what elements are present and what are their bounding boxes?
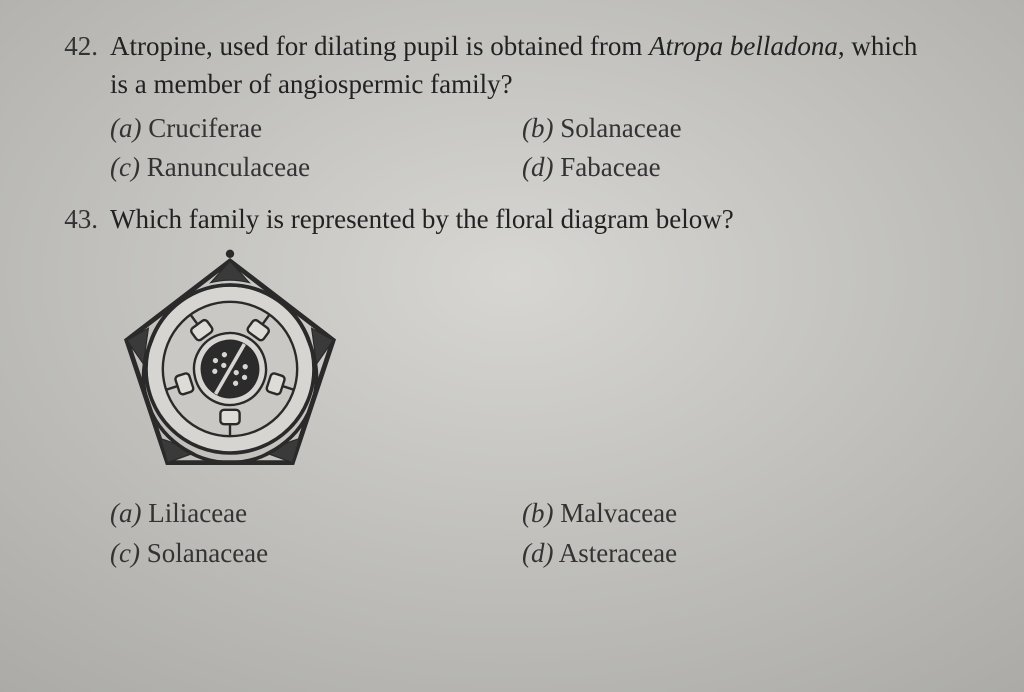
option-label: (a) [110, 498, 141, 528]
option-label: (a) [110, 113, 141, 143]
option-42d: (d) Fabaceae [522, 149, 934, 187]
floral-diagram-svg [110, 249, 350, 489]
question-42-options: (a) Cruciferae (b) Solanaceae (c) Ranunc… [110, 110, 934, 188]
option-text: Asteraceae [559, 538, 677, 568]
question-42-text: Atropine, used for dilating pupil is obt… [110, 28, 934, 104]
floral-axis-dot [226, 250, 234, 258]
option-label: (d) [522, 538, 553, 568]
option-43d: (d) Asteraceae [522, 535, 934, 573]
option-text: Malvaceae [560, 498, 677, 528]
option-42a: (a) Cruciferae [110, 110, 522, 148]
option-label: (d) [522, 152, 553, 182]
option-43c: (c) Solanaceae [110, 535, 522, 573]
question-number: 42. [40, 28, 110, 66]
option-label: (b) [522, 498, 553, 528]
option-text: Solanaceae [147, 538, 268, 568]
option-text: Liliaceae [148, 498, 247, 528]
floral-diagram [110, 249, 350, 489]
option-43b: (b) Malvaceae [522, 495, 934, 533]
option-text: Cruciferae [148, 113, 262, 143]
option-text: Ranunculaceae [147, 152, 310, 182]
q42-prefix: Atropine, used for dilating pupil is obt… [110, 31, 649, 61]
question-42: 42. Atropine, used for dilating pupil is… [40, 28, 934, 187]
question-43-row: 43. Which family is represented by the f… [40, 201, 934, 239]
option-42c: (c) Ranunculaceae [110, 149, 522, 187]
question-42-row: 42. Atropine, used for dilating pupil is… [40, 28, 934, 104]
option-42b: (b) Solanaceae [522, 110, 934, 148]
question-number: 43. [40, 201, 110, 239]
option-text: Solanaceae [560, 113, 681, 143]
question-43-text: Which family is represented by the flora… [110, 201, 934, 239]
option-43a: (a) Liliaceae [110, 495, 522, 533]
option-label: (c) [110, 152, 140, 182]
option-label: (c) [110, 538, 140, 568]
question-43-options: (a) Liliaceae (b) Malvaceae (c) Solanace… [110, 495, 934, 573]
option-text: Fabaceae [560, 152, 660, 182]
question-43: 43. Which family is represented by the f… [40, 201, 934, 572]
option-label: (b) [522, 113, 553, 143]
q42-italic: Atropa belladona [649, 31, 838, 61]
